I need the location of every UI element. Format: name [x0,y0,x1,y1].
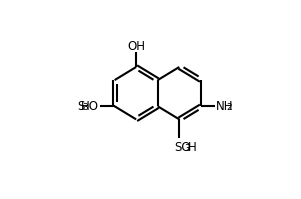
Text: S: S [77,100,85,113]
Text: 2: 2 [226,103,232,112]
Text: HO: HO [80,100,98,113]
Text: 3: 3 [82,103,88,112]
Text: 3: 3 [184,144,190,153]
Text: OH: OH [127,40,145,54]
Text: NH: NH [216,100,234,113]
Text: SO: SO [175,140,191,154]
Text: H: H [188,140,197,154]
